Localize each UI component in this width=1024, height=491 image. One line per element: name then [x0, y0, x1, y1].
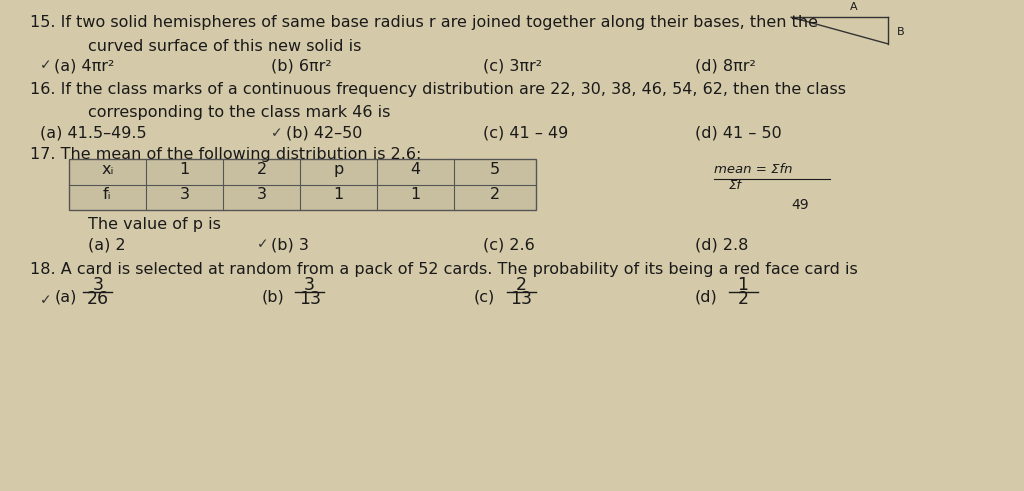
- Text: (c) 2.6: (c) 2.6: [483, 238, 535, 252]
- Text: 3: 3: [256, 188, 266, 202]
- Text: mean = Σfn: mean = Σfn: [714, 163, 793, 176]
- Text: 2: 2: [490, 188, 500, 202]
- Text: (c): (c): [473, 289, 495, 304]
- Text: 2: 2: [256, 162, 266, 177]
- Text: 13: 13: [299, 290, 321, 308]
- Text: B: B: [897, 27, 905, 37]
- Text: ✓: ✓: [40, 293, 51, 307]
- Text: (b) 42–50: (b) 42–50: [286, 126, 361, 141]
- Text: xᵢ: xᵢ: [101, 162, 114, 177]
- Text: 3: 3: [92, 276, 103, 294]
- Text: (d) 2.8: (d) 2.8: [695, 238, 749, 252]
- Text: (a) 41.5–49.5: (a) 41.5–49.5: [40, 126, 146, 141]
- Text: ✓: ✓: [257, 238, 268, 251]
- Text: (d): (d): [695, 289, 718, 304]
- Text: 4: 4: [411, 162, 421, 177]
- Text: 13: 13: [511, 290, 532, 308]
- Text: (a) 2: (a) 2: [88, 238, 126, 252]
- Text: 49: 49: [792, 198, 809, 212]
- Text: 3: 3: [304, 276, 315, 294]
- Text: 1: 1: [179, 162, 189, 177]
- Text: 18. A card is selected at random from a pack of 52 cards. The probability of its: 18. A card is selected at random from a …: [31, 262, 858, 277]
- Text: 1: 1: [411, 188, 421, 202]
- Text: corresponding to the class mark 46 is: corresponding to the class mark 46 is: [88, 106, 390, 120]
- Text: A: A: [850, 2, 858, 12]
- Text: 15. If two solid hemispheres of same base radius r are joined together along the: 15. If two solid hemispheres of same bas…: [31, 15, 818, 30]
- Text: The value of p is: The value of p is: [88, 218, 221, 232]
- Text: (c) 41 – 49: (c) 41 – 49: [483, 126, 568, 141]
- Text: (b): (b): [261, 289, 285, 304]
- Text: 1: 1: [737, 276, 749, 294]
- Text: 3: 3: [179, 188, 189, 202]
- Text: (b) 3: (b) 3: [271, 238, 309, 252]
- Text: (d) 8πr²: (d) 8πr²: [695, 58, 756, 73]
- Text: p: p: [334, 162, 344, 177]
- Text: (b) 6πr²: (b) 6πr²: [271, 58, 332, 73]
- Text: 5: 5: [490, 162, 500, 177]
- Text: Σf: Σf: [729, 179, 741, 192]
- Text: fᵢ: fᵢ: [103, 188, 112, 202]
- Text: ✓: ✓: [271, 126, 283, 140]
- Text: (a) 4πr²: (a) 4πr²: [54, 58, 115, 73]
- Text: 26: 26: [87, 290, 109, 308]
- Text: curved surface of this new solid is: curved surface of this new solid is: [88, 39, 361, 54]
- Text: 2: 2: [516, 276, 527, 294]
- Text: (c) 3πr²: (c) 3πr²: [483, 58, 542, 73]
- Text: 16. If the class marks of a continuous frequency distribution are 22, 30, 38, 46: 16. If the class marks of a continuous f…: [31, 82, 846, 97]
- Text: 17. The mean of the following distribution is 2.6:: 17. The mean of the following distributi…: [31, 147, 422, 163]
- Text: (a): (a): [54, 289, 77, 304]
- Text: (d) 41 – 50: (d) 41 – 50: [695, 126, 781, 141]
- Text: 1: 1: [334, 188, 344, 202]
- Text: 2: 2: [737, 290, 749, 308]
- Text: ✓: ✓: [40, 58, 51, 72]
- Bar: [69, 160, 536, 210]
